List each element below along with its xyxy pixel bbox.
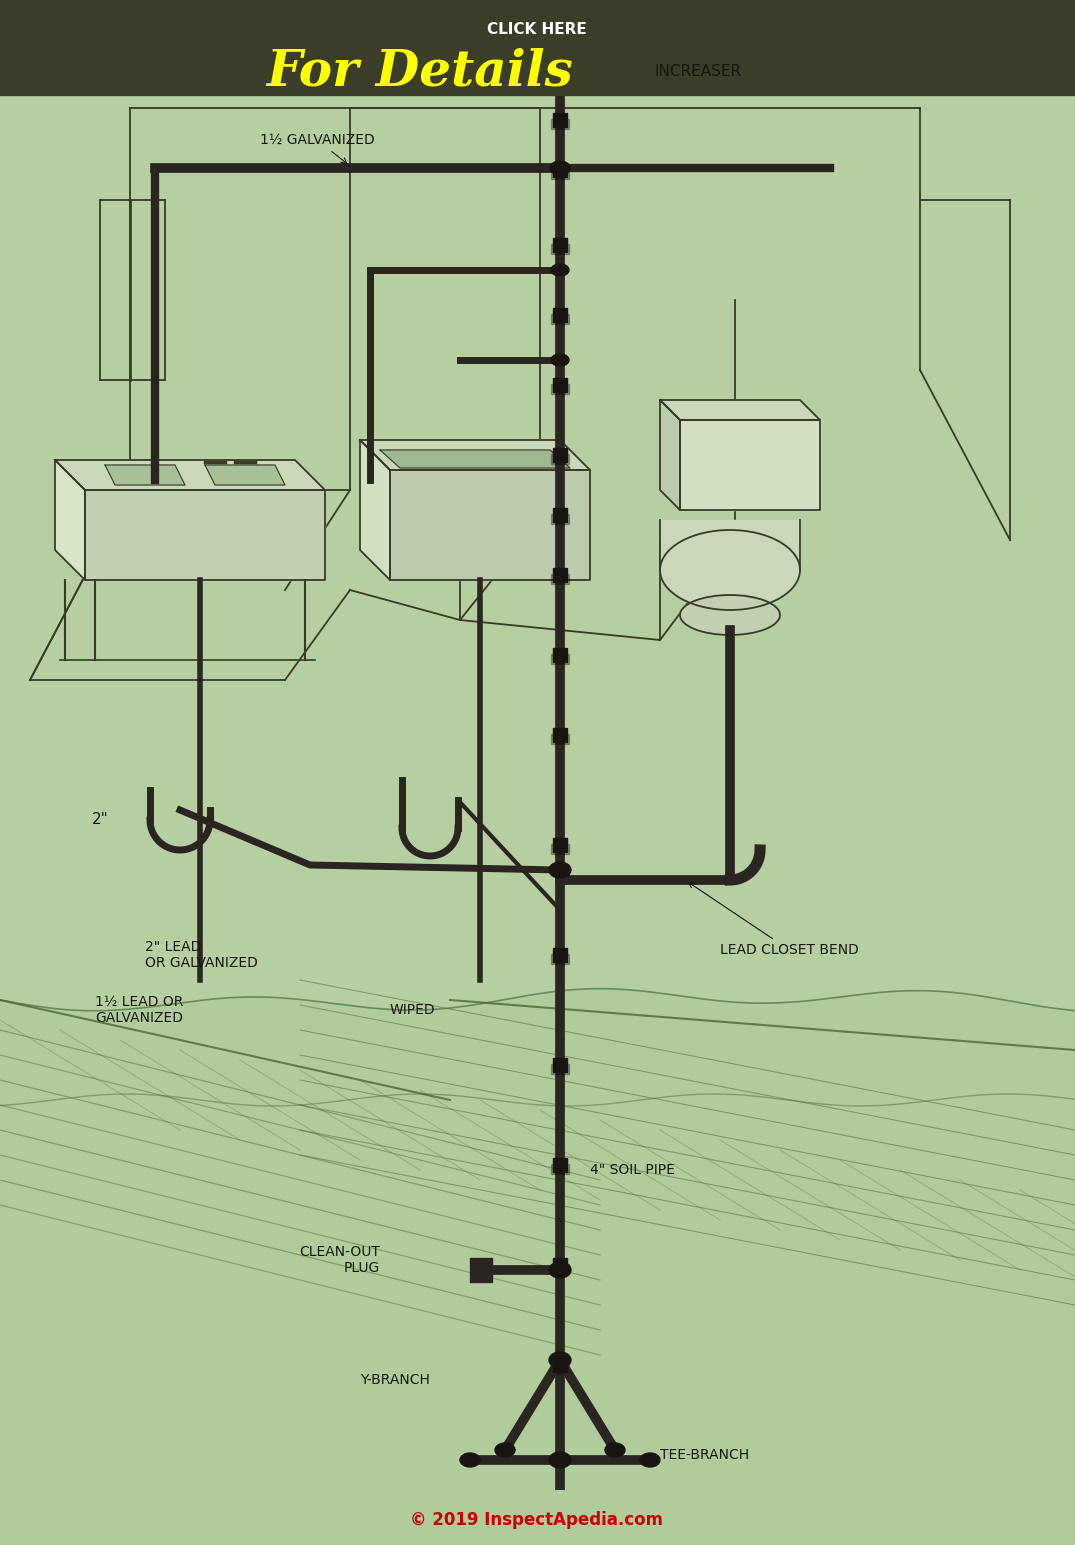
Bar (551, 1065, 569, 1074)
Bar (553, 508, 567, 522)
Text: INCREASER: INCREASER (655, 65, 742, 79)
Bar (553, 837, 567, 851)
Bar (0, 0, 1075, 94)
Polygon shape (660, 400, 820, 420)
Bar (551, 1364, 569, 1374)
Polygon shape (55, 460, 85, 579)
Text: CLICK HERE: CLICK HERE (487, 23, 587, 37)
Bar (551, 168, 569, 179)
Ellipse shape (551, 354, 569, 366)
Bar (470, 1258, 492, 1282)
Text: LEAD CLOSET BEND: LEAD CLOSET BEND (688, 882, 859, 956)
Bar (553, 647, 567, 661)
Text: TEE-BRANCH: TEE-BRANCH (660, 1448, 749, 1462)
Bar (553, 569, 567, 582)
Bar (553, 1159, 567, 1173)
Ellipse shape (550, 161, 570, 175)
Bar (553, 1358, 567, 1372)
Bar (553, 238, 567, 252)
Ellipse shape (605, 1443, 625, 1457)
Polygon shape (85, 490, 325, 579)
Polygon shape (205, 465, 285, 485)
Bar (551, 1264, 569, 1275)
Text: Y-BRANCH: Y-BRANCH (360, 1374, 430, 1387)
Bar (553, 307, 567, 321)
Text: For Details: For Details (267, 48, 573, 96)
Bar (553, 164, 567, 178)
Ellipse shape (680, 595, 780, 635)
Bar (551, 514, 569, 524)
Text: WIPED: WIPED (390, 1003, 435, 1017)
Polygon shape (390, 470, 590, 579)
Polygon shape (55, 460, 325, 490)
Ellipse shape (660, 530, 800, 610)
Text: 2": 2" (91, 813, 109, 828)
Bar (551, 314, 569, 324)
Ellipse shape (551, 264, 569, 277)
Bar (553, 1058, 567, 1072)
Text: 2" LEAD
OR GALVANIZED: 2" LEAD OR GALVANIZED (145, 939, 258, 970)
Bar (553, 379, 567, 392)
Ellipse shape (549, 862, 571, 878)
Bar (551, 953, 569, 964)
Bar (551, 575, 569, 584)
Polygon shape (379, 450, 570, 468)
Text: 1½ GALVANIZED: 1½ GALVANIZED (260, 133, 375, 164)
Bar (551, 734, 569, 745)
Bar (551, 454, 569, 463)
Bar (551, 244, 569, 253)
Ellipse shape (549, 1352, 571, 1367)
Ellipse shape (494, 1443, 515, 1457)
Bar (553, 448, 567, 462)
Text: 1½ LEAD OR
GALVANIZED: 1½ LEAD OR GALVANIZED (95, 995, 184, 1024)
Text: 4" SOIL PIPE: 4" SOIL PIPE (590, 1163, 675, 1177)
Polygon shape (360, 440, 390, 579)
Bar (551, 654, 569, 664)
Polygon shape (660, 521, 800, 570)
Bar (553, 728, 567, 742)
Polygon shape (105, 465, 185, 485)
Polygon shape (360, 440, 590, 470)
Text: © 2019 InspectApedia.com: © 2019 InspectApedia.com (411, 1511, 663, 1530)
Polygon shape (660, 400, 680, 510)
Bar (553, 113, 567, 127)
Ellipse shape (640, 1452, 660, 1468)
Bar (551, 844, 569, 854)
Ellipse shape (549, 1262, 571, 1278)
Bar (551, 385, 569, 394)
Bar (551, 1163, 569, 1174)
Ellipse shape (549, 1452, 571, 1468)
Ellipse shape (460, 1452, 481, 1468)
Bar (553, 1258, 567, 1272)
Polygon shape (680, 420, 820, 510)
Bar (551, 119, 569, 128)
Bar (553, 949, 567, 963)
Text: CLEAN-OUT
PLUG: CLEAN-OUT PLUG (299, 1245, 379, 1275)
